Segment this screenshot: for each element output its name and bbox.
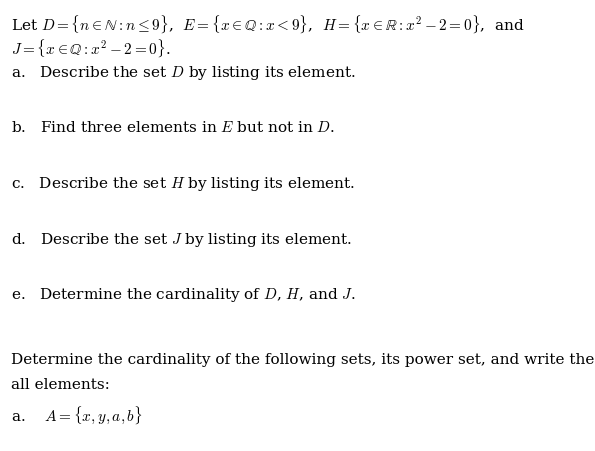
Text: d.   Describe the set $J$ by listing its element.: d. Describe the set $J$ by listing its e… <box>11 230 352 248</box>
Text: Let $D=\{n\in\mathbb{N}:n\leq9\}$,  $E=\{x\in\mathbb{Q}:x<9\}$,  $H=\{x\in\mathb: Let $D=\{n\in\mathbb{N}:n\leq9\}$, $E=\{… <box>11 13 524 35</box>
Text: c.   Describe the set $H$ by listing its element.: c. Describe the set $H$ by listing its e… <box>11 175 355 193</box>
Text: all elements:: all elements: <box>11 377 109 391</box>
Text: b.   Find three elements in $E$ but not in $D$.: b. Find three elements in $E$ but not in… <box>11 120 334 134</box>
Text: a.   Describe the set $D$ by listing its element.: a. Describe the set $D$ by listing its e… <box>11 64 355 82</box>
Text: a.    $A=\{x,y,a,b\}$: a. $A=\{x,y,a,b\}$ <box>11 404 142 425</box>
Text: $J=\{x\in\mathbb{Q}:x^{2}-2=0\}$.: $J=\{x\in\mathbb{Q}:x^{2}-2=0\}$. <box>11 37 170 59</box>
Text: Determine the cardinality of the following sets, its power set, and write the po: Determine the cardinality of the followi… <box>11 353 595 367</box>
Text: e.   Determine the cardinality of $D$, $H$, and $J$.: e. Determine the cardinality of $D$, $H$… <box>11 285 355 303</box>
